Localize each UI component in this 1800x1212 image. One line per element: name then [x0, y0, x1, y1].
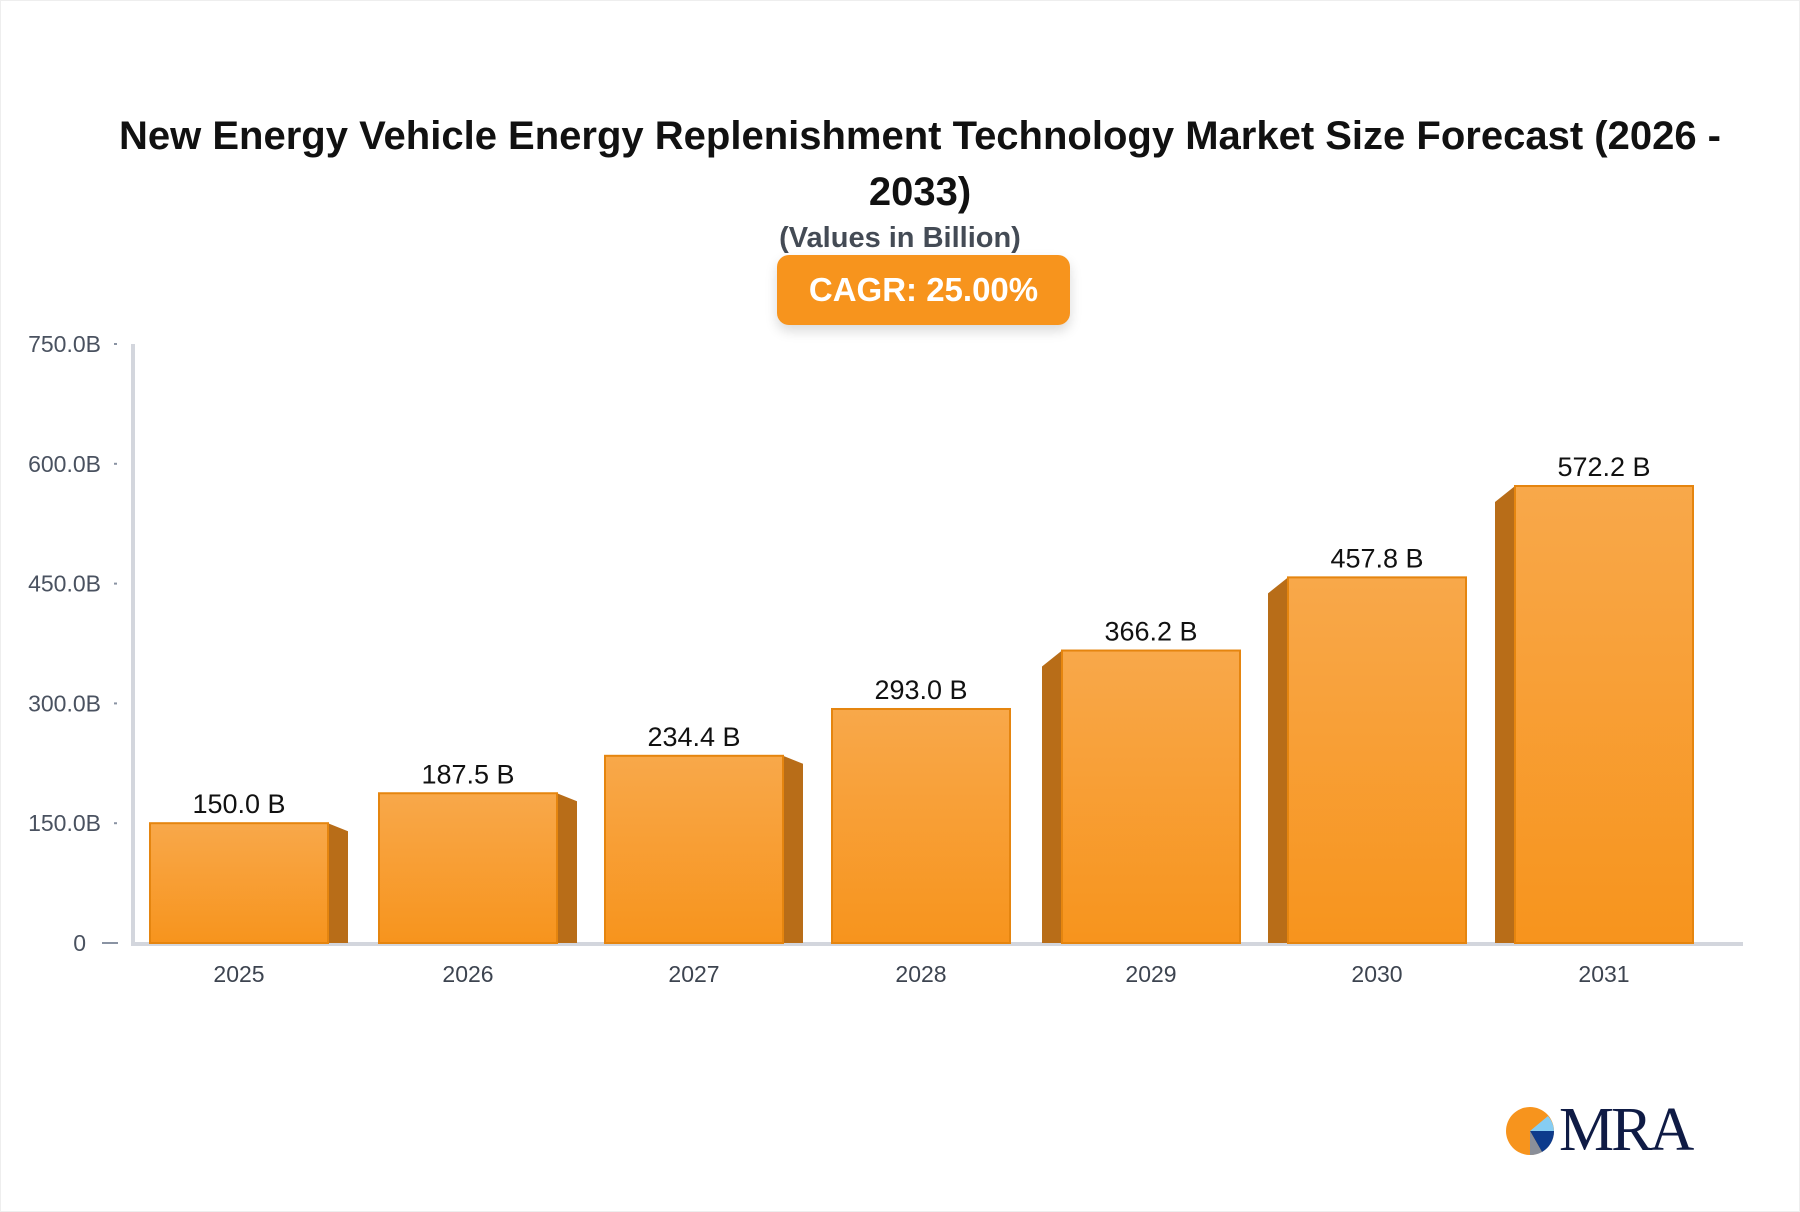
bar[interactable] [1514, 485, 1694, 944]
bar[interactable] [604, 754, 784, 945]
bar-group-2029: 366.2 B 2029 [1042, 617, 1241, 987]
cagr-badge: CAGR: 25.00% [777, 255, 1070, 325]
data-label: 457.8 B [1330, 543, 1423, 573]
x-tick-label: 2029 [1125, 961, 1176, 987]
x-tick-label: 2031 [1578, 961, 1629, 987]
data-label: 150.0 B [192, 789, 285, 819]
bar-group-2025: 150.0 B 2025 [149, 789, 348, 987]
x-tick-label: 2026 [442, 961, 493, 987]
chart-title: New Energy Vehicle Energy Replenishment … [118, 114, 1721, 214]
mra-logo: MRA [1505, 1095, 1694, 1166]
bar-side [1268, 577, 1288, 943]
bar-side [1042, 650, 1062, 943]
pie-logo-icon [1506, 1106, 1555, 1155]
bar[interactable] [1287, 576, 1467, 945]
bar-group-2031: 572.2 B 2031 [1495, 452, 1694, 987]
bar-side [783, 755, 803, 943]
x-tick-label: 2027 [668, 961, 719, 987]
x-tick-label: 2030 [1351, 961, 1402, 987]
bar-group-2028: 293.0 B 2028 [831, 675, 1011, 987]
y-tick-label: 450.0B [28, 571, 101, 597]
chart-subtitle: (Values in Billion) [779, 222, 1021, 254]
bar[interactable] [149, 822, 329, 945]
x-tick-label: 2025 [213, 961, 264, 987]
y-tick-label: 0 [73, 930, 86, 956]
bar-group-2027: 234.4 B 2027 [604, 722, 803, 987]
y-tick-label: 150.0B [28, 810, 101, 836]
y-tick-label: 750.0B [28, 331, 101, 357]
data-label: 293.0 B [874, 675, 967, 705]
bar[interactable] [831, 707, 1011, 944]
bar-group-2030: 457.8 B 2030 [1268, 543, 1467, 987]
logo-text: MRA [1559, 1096, 1694, 1164]
x-tick-label: 2028 [895, 961, 946, 987]
bar[interactable] [1061, 649, 1241, 944]
bar-side [557, 793, 577, 943]
y-tick-label: 300.0B [28, 690, 101, 716]
data-label: 572.2 B [1557, 452, 1650, 482]
bar-group-2026: 187.5 B 2026 [378, 759, 577, 987]
bar[interactable] [378, 792, 558, 944]
bar-side [328, 823, 348, 943]
data-label: 366.2 B [1104, 617, 1197, 647]
y-tick-label: 600.0B [28, 451, 101, 477]
data-label: 187.5 B [421, 759, 514, 789]
bar-side [1495, 486, 1515, 943]
data-label: 234.4 B [647, 722, 740, 752]
